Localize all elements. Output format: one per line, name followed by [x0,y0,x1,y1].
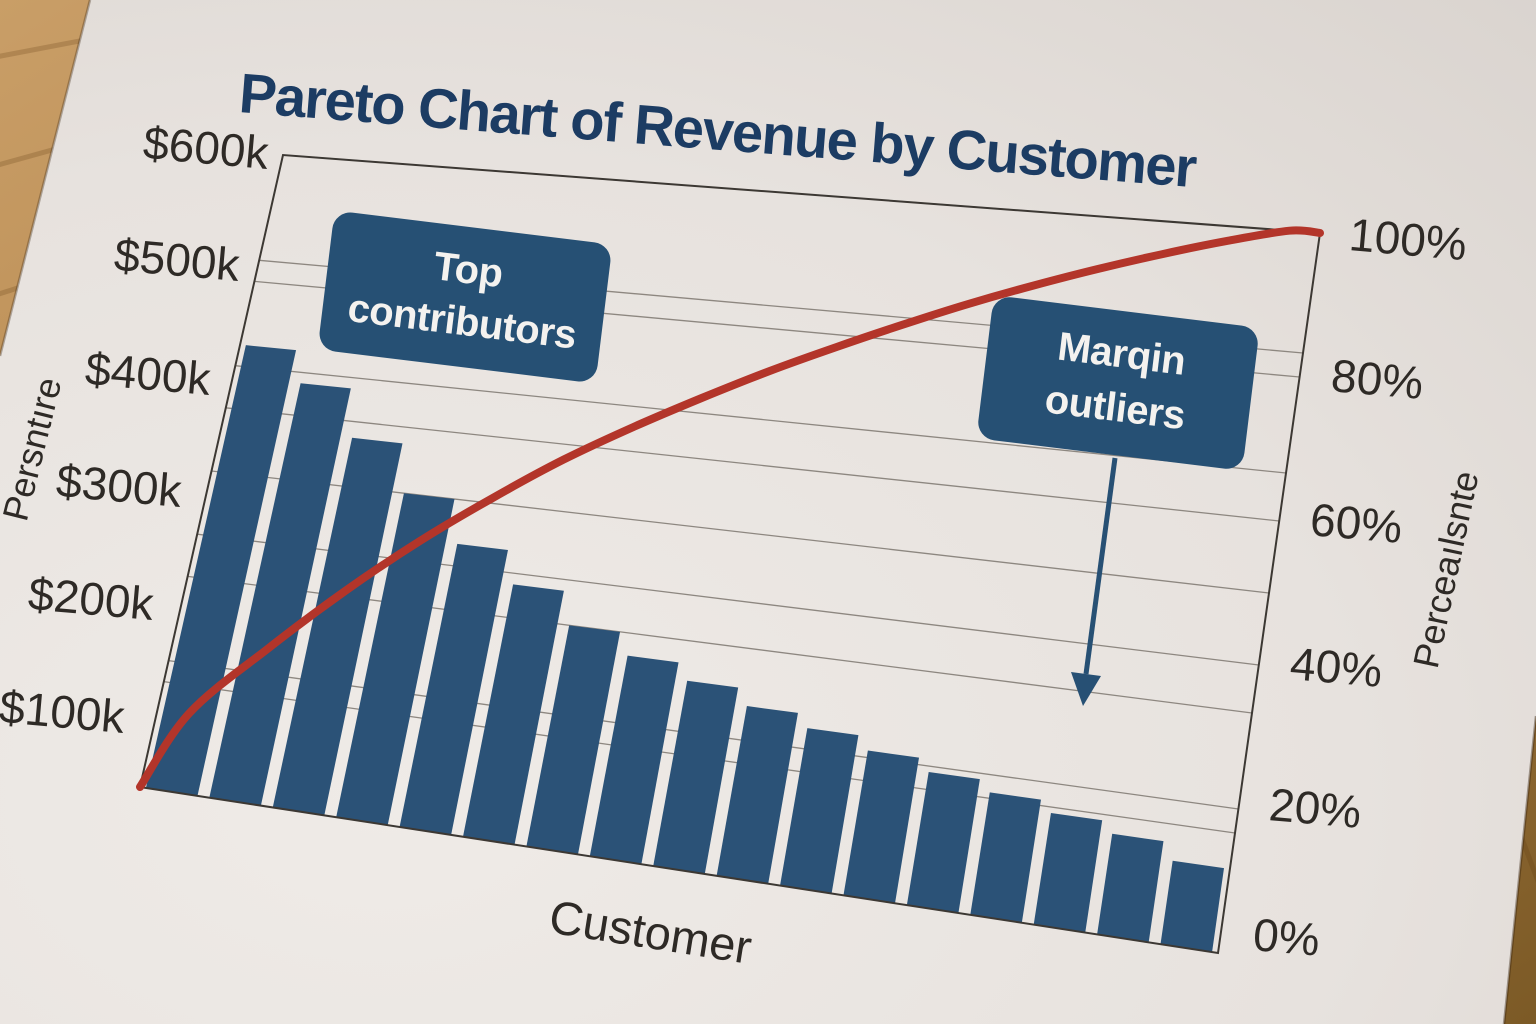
bar [145,345,297,796]
callout-top-contributors: Top contributors [319,212,611,382]
margin-outliers-arrow-line [1083,457,1118,675]
right-tick-100: 100% [1347,208,1469,270]
bar [970,792,1041,923]
bar [653,680,739,874]
callout-top-contributors-box [319,212,611,382]
left-tick-100k: $100k [0,680,128,743]
callout-top-contributors-line1: Top [431,244,505,296]
bar [906,771,980,914]
right-tick-20: 20% [1267,778,1363,838]
bar [462,584,564,845]
callout-margin-outliers-box [978,297,1258,469]
cumulative-line [136,226,1324,791]
left-axis-tick-labels: $600k $500k $400k $300k $200k $100k [0,116,272,743]
left-tick-500k: $500k [112,228,242,291]
right-axis-tick-labels: 100% 80% 60% 40% 20% 0% [1251,208,1469,966]
bar [526,625,621,855]
bar [716,706,798,884]
paper-edge-right [1502,715,1536,1024]
margin-outliers-arrowhead [1071,672,1101,706]
right-tick-0: 0% [1251,908,1322,966]
bar [780,728,859,894]
left-tick-400k: $400k [83,342,213,405]
left-tick-300k: $300k [54,454,184,517]
paper-edge-left [0,0,92,357]
bar [1097,833,1164,943]
bar [399,543,508,835]
plot-area [136,153,1324,955]
right-tick-60: 60% [1308,493,1404,553]
bar [336,493,455,826]
bar [843,750,920,904]
bar [589,655,679,865]
bar [209,383,351,806]
left-tick-600k: $600k [141,116,271,179]
callout-margin-outliers: Marqin outliers [978,297,1258,706]
bar [1160,860,1224,953]
right-tick-40: 40% [1288,637,1384,697]
left-tick-200k: $200k [26,567,156,630]
grid-line [235,365,1287,474]
bar [272,437,403,816]
bar [1033,813,1103,933]
grid-line [225,407,1280,522]
right-tick-80: 80% [1329,349,1425,409]
